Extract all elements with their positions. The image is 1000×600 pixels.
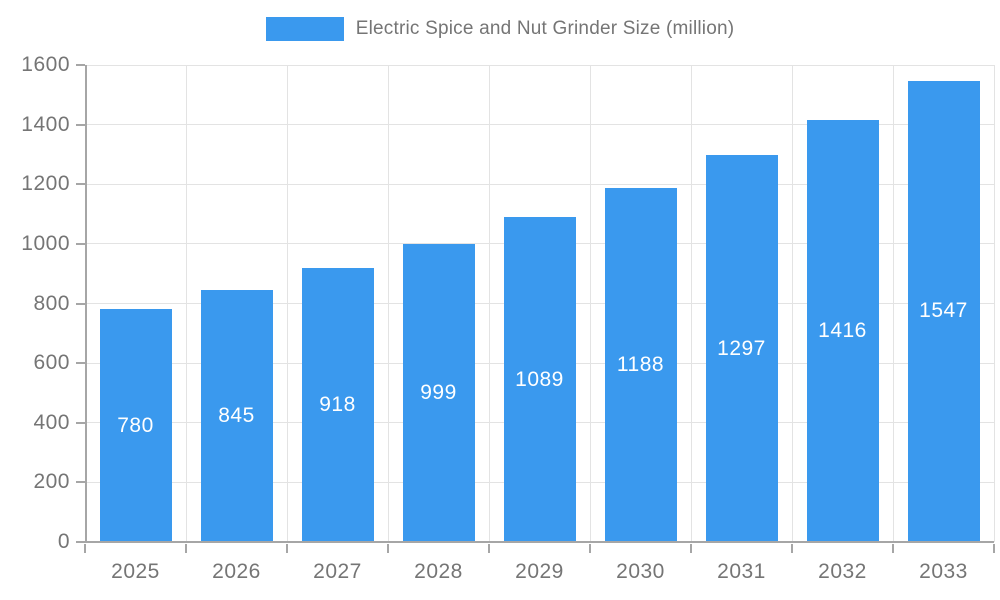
bar-value-label: 1416 bbox=[818, 318, 867, 342]
bar-value-label: 918 bbox=[319, 393, 356, 417]
bar-2030[interactable]: 1188 bbox=[604, 187, 677, 542]
x-gridline bbox=[185, 65, 187, 542]
y-axis-tick bbox=[76, 481, 85, 484]
legend-label[interactable]: Electric Spice and Nut Grinder Size (mil… bbox=[355, 18, 735, 39]
bar-2033[interactable]: 1547 bbox=[907, 80, 980, 542]
x-tick-label: 2033 bbox=[919, 560, 968, 583]
y-axis-tick bbox=[76, 421, 85, 424]
bar-value-label: 999 bbox=[420, 381, 457, 405]
y-axis-tick bbox=[76, 362, 85, 365]
x-tick-label: 2029 bbox=[515, 560, 564, 583]
x-axis-tick bbox=[185, 544, 187, 553]
x-axis-tick bbox=[488, 544, 490, 553]
y-gridline bbox=[85, 183, 994, 185]
x-axis-tick bbox=[791, 544, 793, 553]
y-tick-label: 200 bbox=[33, 470, 70, 494]
x-gridline bbox=[387, 65, 389, 542]
x-axis-tick bbox=[892, 544, 894, 553]
x-axis-tick bbox=[589, 544, 591, 553]
x-gridline bbox=[690, 65, 692, 542]
x-axis-tick bbox=[387, 544, 389, 553]
x-tick-label: 2025 bbox=[111, 560, 160, 583]
bar-value-label: 780 bbox=[117, 413, 154, 437]
x-gridline bbox=[993, 65, 995, 542]
x-gridline bbox=[488, 65, 490, 542]
y-axis-line bbox=[85, 65, 87, 542]
x-axis-tick bbox=[286, 544, 288, 553]
bar-2031[interactable]: 1297 bbox=[705, 155, 778, 542]
y-tick-label: 1200 bbox=[21, 172, 70, 196]
x-axis-line bbox=[77, 541, 994, 543]
legend-swatch[interactable] bbox=[265, 17, 344, 41]
x-tick-label: 2032 bbox=[818, 560, 867, 583]
y-tick-label: 1400 bbox=[21, 112, 70, 136]
bar-value-label: 845 bbox=[218, 404, 255, 428]
y-axis-tick bbox=[76, 541, 85, 543]
bar-value-label: 1188 bbox=[616, 352, 665, 376]
x-gridline bbox=[589, 65, 591, 542]
y-axis-tick bbox=[76, 183, 85, 186]
x-gridline bbox=[892, 65, 894, 542]
x-tick-label: 2028 bbox=[414, 560, 463, 583]
x-gridline bbox=[286, 65, 288, 542]
y-tick-label: 1000 bbox=[21, 231, 70, 255]
y-gridline bbox=[85, 64, 994, 66]
bar-value-label: 1089 bbox=[515, 367, 564, 391]
bar-2027[interactable]: 918 bbox=[301, 268, 374, 542]
bar-value-label: 1547 bbox=[919, 299, 968, 323]
x-tick-label: 2027 bbox=[313, 560, 362, 583]
bar-2028[interactable]: 999 bbox=[402, 244, 475, 542]
plot-area: 780 845 918 999 1089 1188 1297 1416 1547 bbox=[85, 64, 995, 542]
y-axis-tick bbox=[76, 64, 85, 66]
bar-2026[interactable]: 845 bbox=[200, 290, 273, 542]
y-axis-tick bbox=[76, 242, 85, 245]
legend[interactable]: Electric Spice and Nut Grinder Size (mil… bbox=[0, 17, 1000, 41]
y-axis-tick bbox=[76, 123, 85, 126]
bar-2032[interactable]: 1416 bbox=[806, 119, 879, 542]
bar-2029[interactable]: 1089 bbox=[503, 217, 576, 542]
x-tick-label: 2030 bbox=[616, 560, 665, 583]
x-axis-tick bbox=[993, 544, 995, 553]
y-tick-label: 400 bbox=[33, 410, 70, 434]
x-tick-label: 2031 bbox=[717, 560, 766, 583]
y-tick-label: 1600 bbox=[21, 53, 70, 76]
y-tick-label: 0 bbox=[57, 530, 70, 553]
bar-value-label: 1297 bbox=[717, 336, 766, 360]
x-axis-tick bbox=[690, 544, 692, 553]
y-tick-label: 600 bbox=[33, 351, 70, 375]
y-axis-tick bbox=[76, 302, 85, 305]
y-tick-label: 800 bbox=[33, 291, 70, 315]
x-tick-label: 2026 bbox=[212, 560, 261, 583]
x-axis-tick bbox=[84, 544, 86, 553]
bar-2025[interactable]: 780 bbox=[99, 309, 172, 542]
x-gridline bbox=[791, 65, 793, 542]
y-gridline bbox=[85, 124, 994, 126]
